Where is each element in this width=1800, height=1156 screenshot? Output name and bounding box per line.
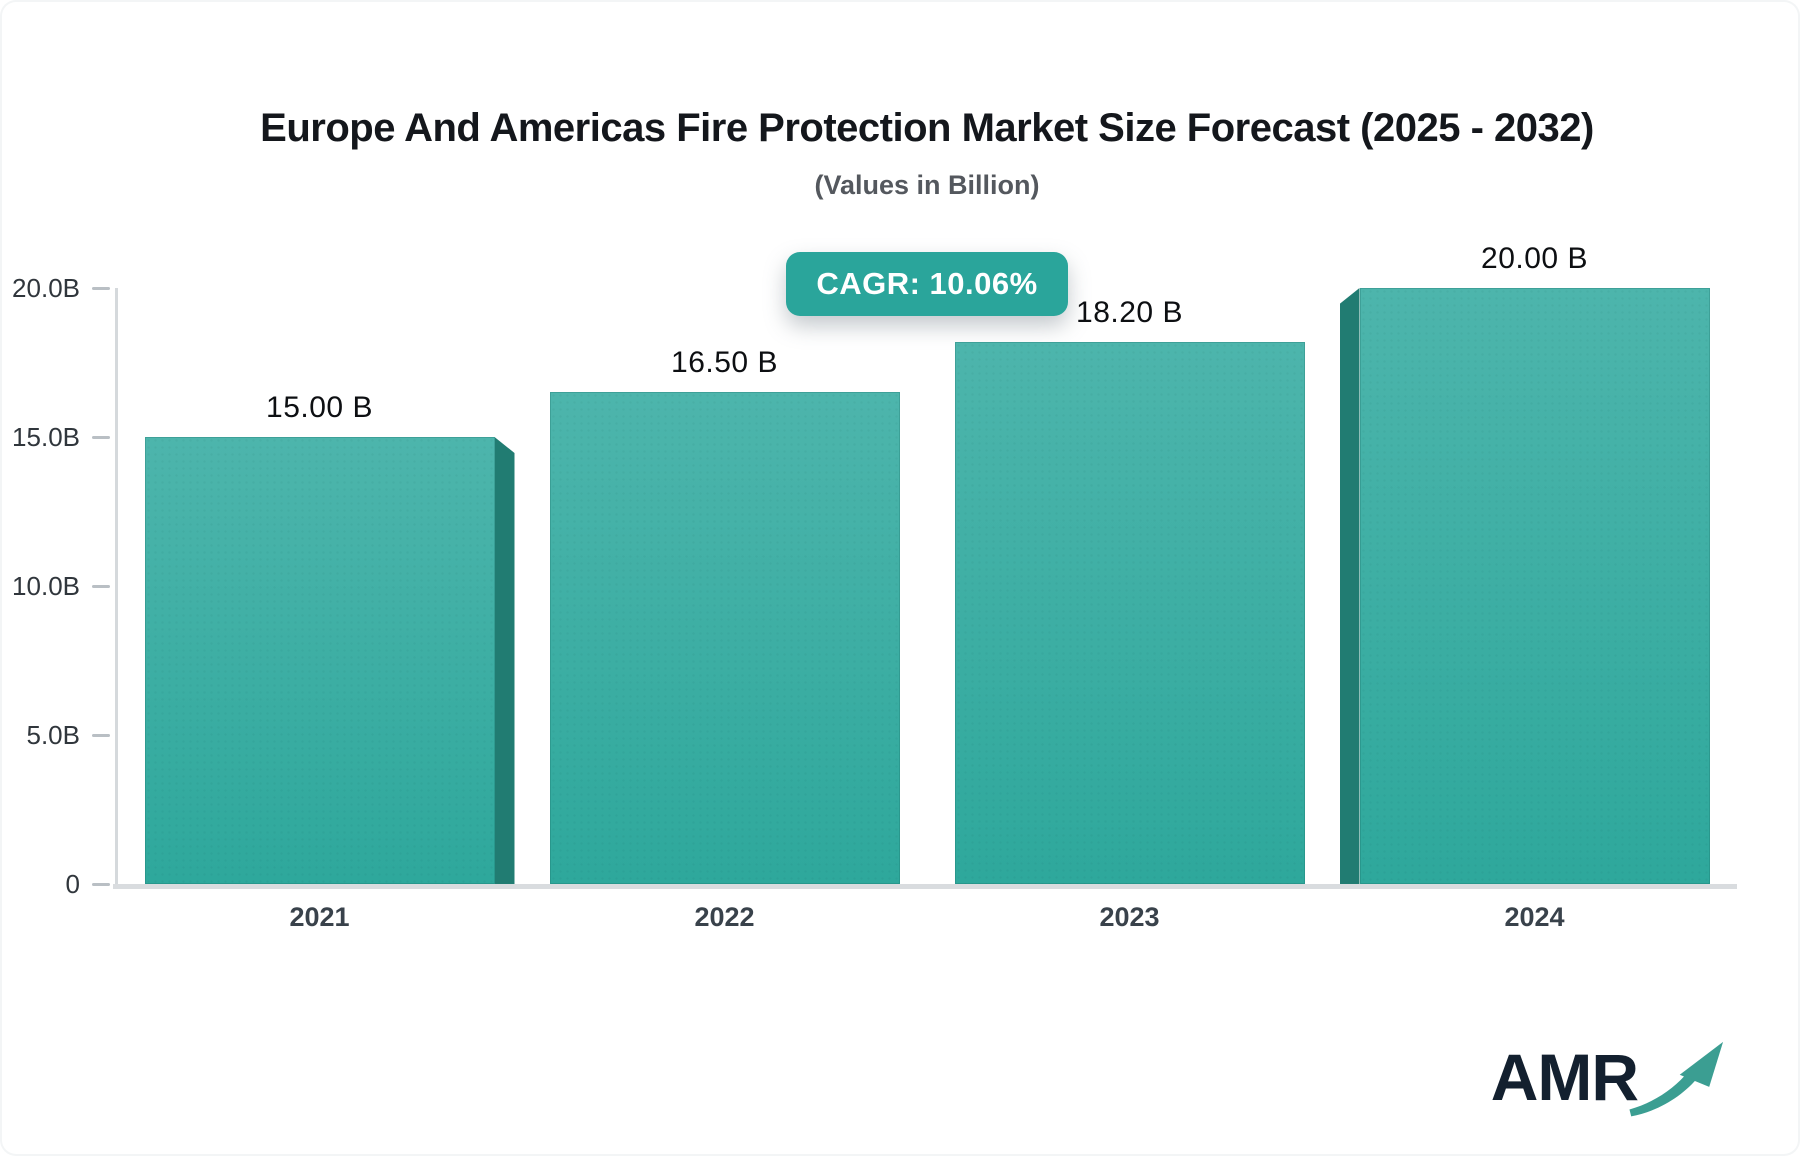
y-axis-line — [115, 288, 118, 889]
chart-title: Europe And Americas Fire Protection Mark… — [260, 106, 1594, 150]
x-axis-label: 2021 — [289, 902, 350, 932]
cagr-badge: CAGR: 10.06% — [786, 252, 1068, 316]
bar-face — [954, 341, 1305, 884]
bar-face — [144, 437, 495, 884]
amr-logo-text: AMR — [1490, 1040, 1639, 1114]
y-tick-label: 15.0B — [12, 422, 80, 452]
bar-face — [1359, 288, 1710, 884]
y-tick-mark — [92, 733, 110, 737]
y-tick-label: 10.0B — [12, 571, 80, 601]
bar-side-3d — [494, 437, 515, 884]
amr-logo: AMR — [1491, 1030, 1730, 1124]
logo-arrow-icon — [1629, 1041, 1724, 1117]
y-tick-mark — [92, 584, 110, 588]
bar-face — [549, 392, 900, 884]
bar-value-label: 20.00 B — [1481, 242, 1588, 275]
y-tick-mark — [92, 286, 110, 290]
bar-value-label: 15.00 B — [266, 391, 373, 424]
y-tick-mark — [92, 435, 110, 439]
bar-value-label: 16.50 B — [671, 346, 778, 380]
y-tick-label: 5.0B — [26, 720, 81, 750]
bar-side-3d — [1339, 288, 1360, 884]
y-tick-mark — [92, 882, 110, 886]
x-axis-label: 2023 — [1099, 902, 1160, 932]
x-axis-line — [113, 884, 1737, 889]
x-axis-label: 2022 — [694, 902, 755, 932]
x-axis-label: 2024 — [1504, 902, 1565, 932]
chart-subtitle: (Values in Billion) — [814, 170, 1040, 200]
y-tick-label: 0 — [65, 869, 80, 899]
y-tick-label: 20.0B — [12, 273, 80, 303]
bar-value-label: 18.20 B — [1076, 295, 1183, 329]
cagr-badge-wrap: CAGR: 10.06% — [117, 252, 1737, 316]
